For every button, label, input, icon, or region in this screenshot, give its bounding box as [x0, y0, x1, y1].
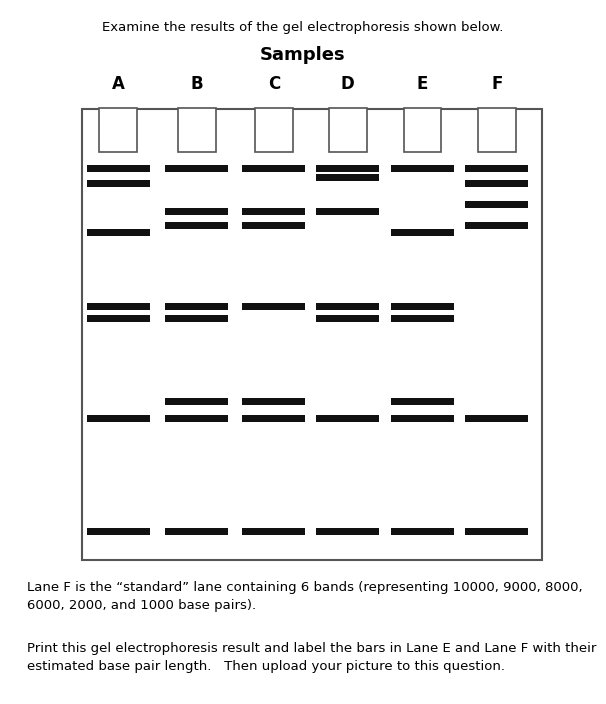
Bar [465, 415, 528, 422]
Bar [87, 180, 150, 187]
Bar [165, 303, 228, 310]
Bar [391, 229, 454, 236]
Bar [316, 174, 379, 181]
Bar [391, 315, 454, 322]
Text: E: E [417, 75, 428, 94]
Text: Samples: Samples [260, 46, 346, 64]
Bar [87, 415, 150, 422]
Bar [465, 528, 528, 535]
Bar [87, 229, 150, 236]
Bar [316, 528, 379, 535]
Bar [242, 398, 305, 405]
Bar [242, 208, 305, 215]
Bar [165, 415, 228, 422]
Bar [99, 108, 137, 152]
Bar [87, 315, 150, 322]
Text: F: F [491, 75, 502, 94]
Text: Examine the results of the gel electrophoresis shown below.: Examine the results of the gel electroph… [102, 21, 504, 34]
Text: A: A [112, 75, 125, 94]
Bar [391, 398, 454, 405]
Bar [242, 165, 305, 172]
Bar [316, 303, 379, 310]
Bar [242, 528, 305, 535]
Bar [316, 208, 379, 215]
Text: Print this gel electrophoresis result and label the bars in Lane E and Lane F wi: Print this gel electrophoresis result an… [27, 642, 597, 673]
Bar [391, 528, 454, 535]
Bar [391, 303, 454, 310]
Bar [242, 303, 305, 310]
Bar [316, 315, 379, 322]
Bar [329, 108, 367, 152]
Bar [316, 165, 379, 172]
Bar [478, 108, 516, 152]
Text: B: B [191, 75, 203, 94]
Bar [82, 109, 542, 560]
Bar [87, 528, 150, 535]
Bar [255, 108, 293, 152]
Bar [391, 415, 454, 422]
Bar [165, 315, 228, 322]
Text: D: D [341, 75, 355, 94]
Bar [465, 201, 528, 208]
Bar [316, 415, 379, 422]
Bar [178, 108, 216, 152]
Bar [165, 222, 228, 229]
Bar [465, 180, 528, 187]
Bar [404, 108, 441, 152]
Bar [465, 222, 528, 229]
Bar [242, 222, 305, 229]
Bar [465, 165, 528, 172]
Bar [165, 398, 228, 405]
Bar [165, 208, 228, 215]
Bar [87, 165, 150, 172]
Text: C: C [268, 75, 280, 94]
Bar [391, 165, 454, 172]
Bar [165, 528, 228, 535]
Bar [87, 303, 150, 310]
Bar [165, 165, 228, 172]
Bar [242, 415, 305, 422]
Text: Lane F is the “standard” lane containing 6 bands (representing 10000, 9000, 8000: Lane F is the “standard” lane containing… [27, 581, 583, 612]
